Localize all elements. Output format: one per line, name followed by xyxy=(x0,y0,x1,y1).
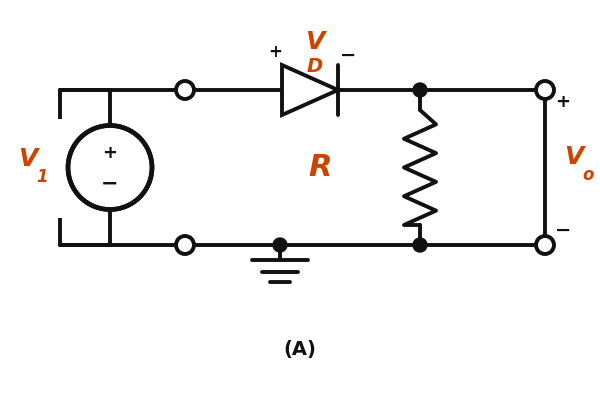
Text: +: + xyxy=(268,43,282,61)
Text: V: V xyxy=(565,146,584,170)
Text: (A): (A) xyxy=(284,340,316,360)
Circle shape xyxy=(413,238,427,252)
Text: +: + xyxy=(103,144,118,162)
Text: +: + xyxy=(556,93,571,111)
Text: D: D xyxy=(307,56,323,76)
Text: o: o xyxy=(583,166,593,184)
Circle shape xyxy=(176,236,194,254)
Circle shape xyxy=(536,81,554,99)
Text: 1: 1 xyxy=(36,168,48,186)
Text: V: V xyxy=(19,148,38,172)
Circle shape xyxy=(536,236,554,254)
Circle shape xyxy=(413,83,427,97)
Circle shape xyxy=(68,126,152,210)
Text: −: − xyxy=(101,174,119,194)
Polygon shape xyxy=(282,65,338,115)
Text: V: V xyxy=(305,30,325,54)
Text: −: − xyxy=(555,220,571,240)
Circle shape xyxy=(273,238,287,252)
Text: R: R xyxy=(308,153,332,182)
Circle shape xyxy=(176,81,194,99)
Text: −: − xyxy=(340,46,356,64)
